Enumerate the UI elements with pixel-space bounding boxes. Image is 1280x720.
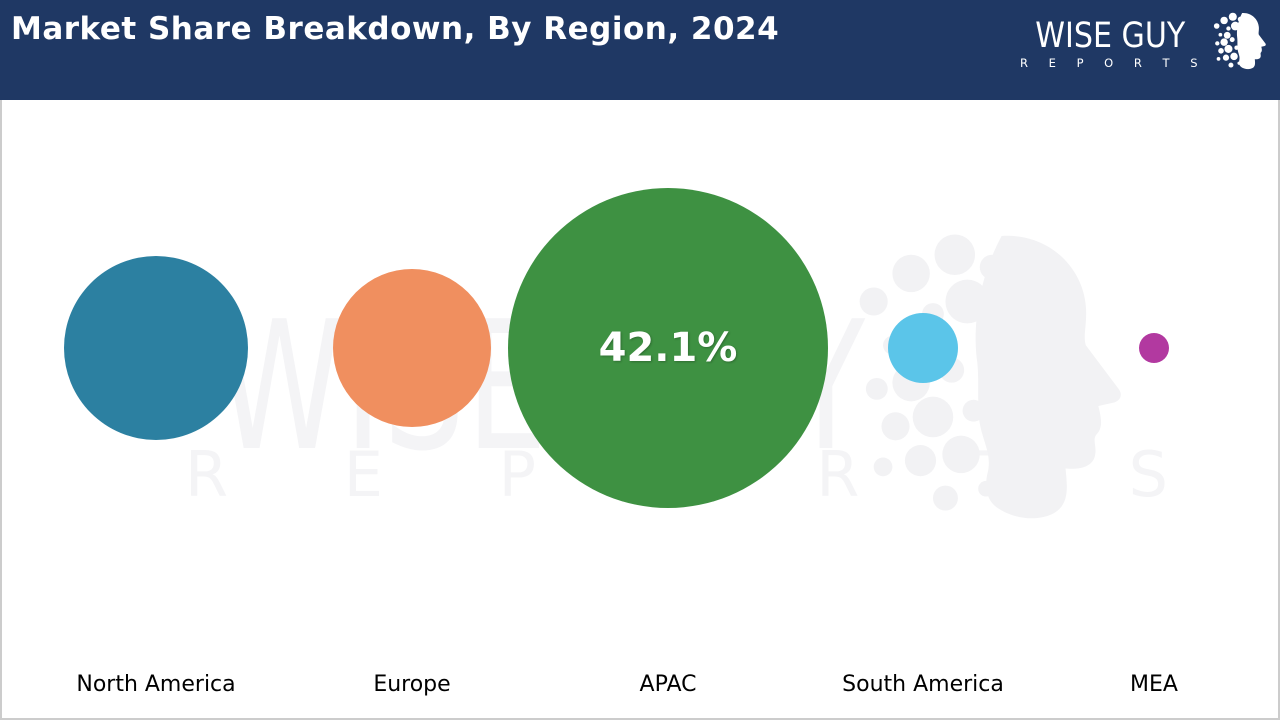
- brand-logo-text: WISE GUY R E P O R T S: [1015, 18, 1206, 70]
- bubble-north-america: [64, 256, 248, 440]
- logo-wordmark: WISE GUY: [1035, 16, 1186, 57]
- bubble-value-label: 42.1%: [598, 325, 738, 371]
- category-label-apac: APAC: [639, 672, 697, 697]
- category-label-europe: Europe: [373, 672, 451, 697]
- bubble-mea: [1139, 333, 1169, 363]
- category-label-north-america: North America: [76, 672, 236, 697]
- category-label-mea: MEA: [1130, 672, 1178, 697]
- category-label-south-america: South America: [842, 672, 1004, 697]
- bubble-europe: [333, 269, 491, 427]
- brand-logo: WISE GUY R E P O R T S: [1015, 4, 1270, 84]
- bubble-chart: WISE GUY R E P O R T S North AmericaEuro…: [0, 100, 1280, 720]
- logo-subtitle: R E P O R T S: [1020, 55, 1206, 70]
- logo-head-icon: [1208, 4, 1270, 84]
- page-title: Market Share Breakdown, By Region, 2024: [11, 11, 780, 47]
- bubble-south-america: [888, 313, 958, 383]
- bubble-apac: 42.1%: [508, 188, 828, 508]
- watermark-head-icon: [830, 220, 1142, 564]
- header-bar: Market Share Breakdown, By Region, 2024 …: [0, 0, 1280, 100]
